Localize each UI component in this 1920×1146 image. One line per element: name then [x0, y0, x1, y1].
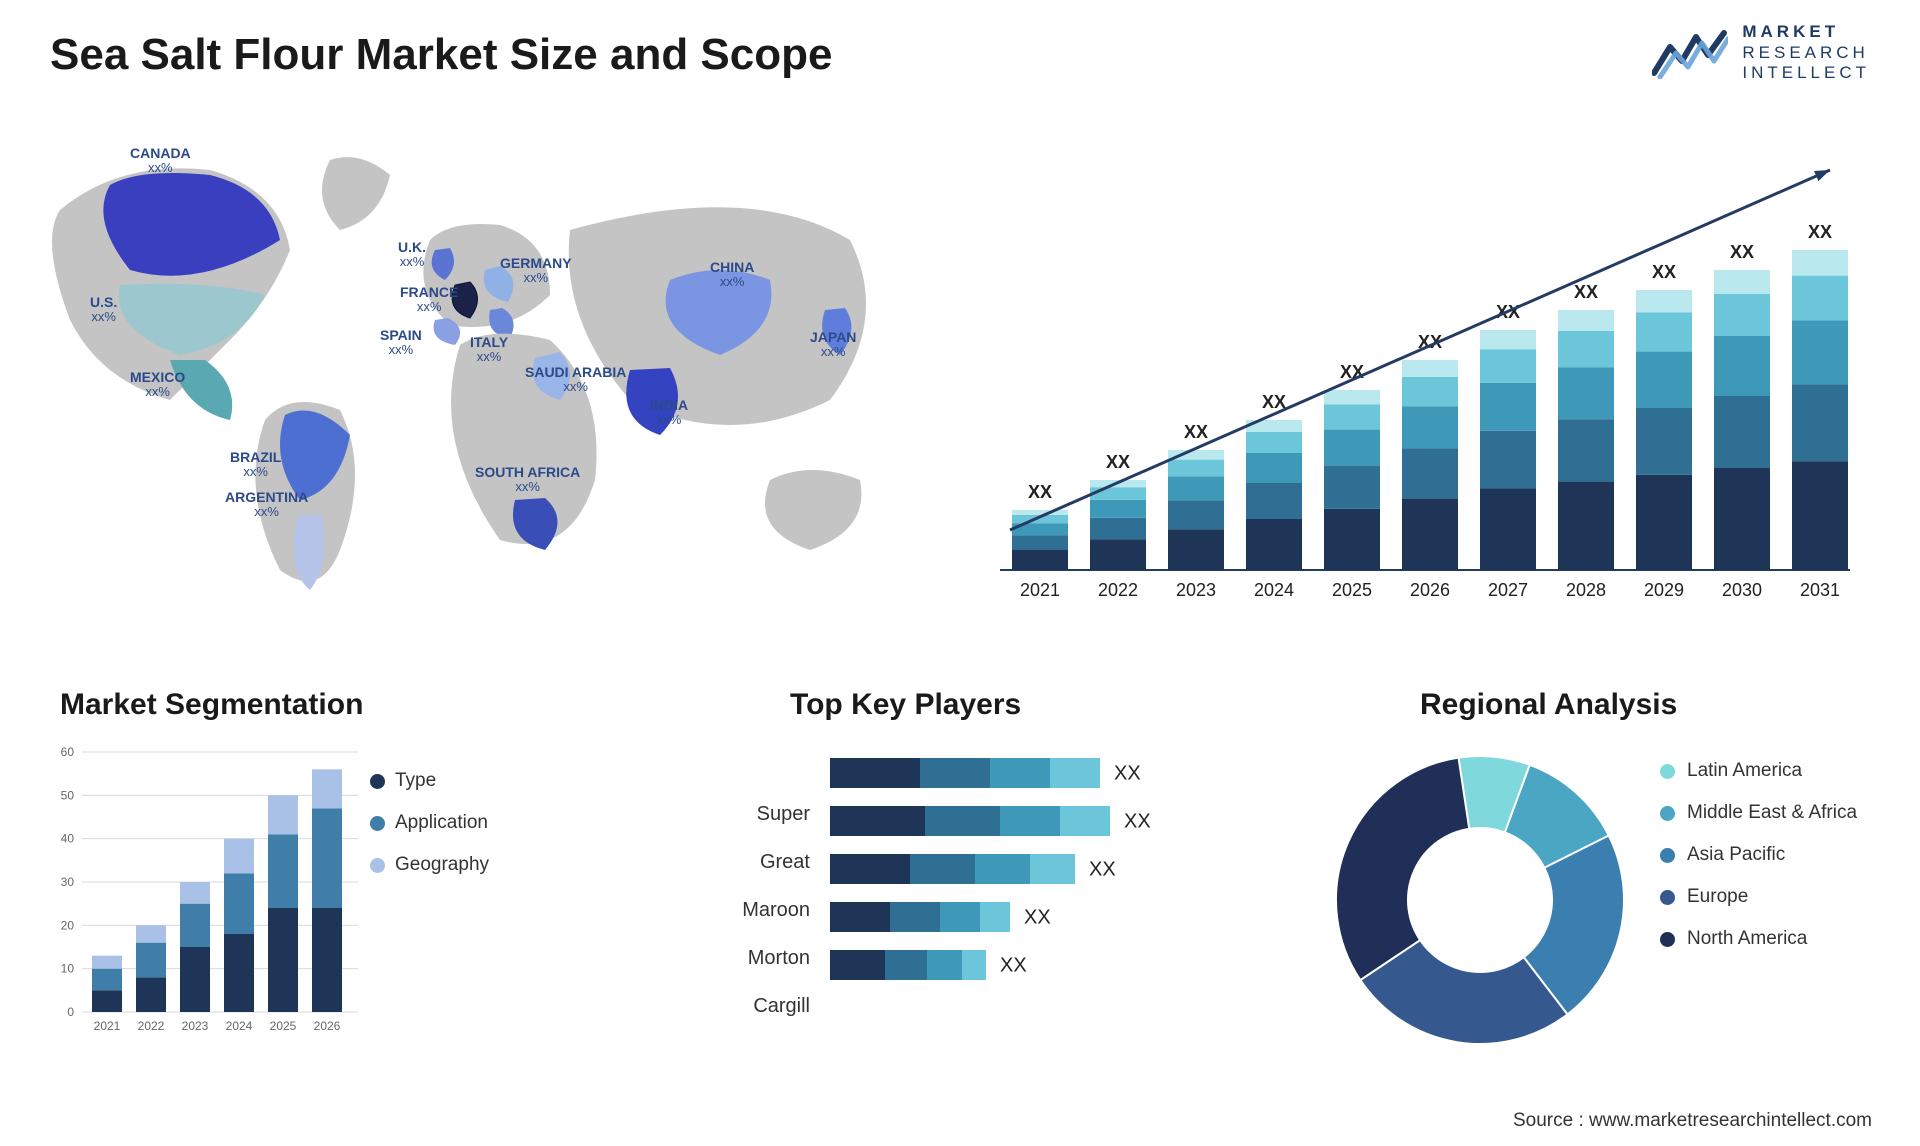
map-label: FRANCExx% [400, 285, 458, 313]
logo-line2: RESEARCH [1742, 43, 1870, 64]
svg-text:2024: 2024 [1254, 580, 1294, 600]
svg-text:2029: 2029 [1644, 580, 1684, 600]
legend-item: Middle East & Africa [1660, 802, 1857, 824]
keyplayers-chart: XX XX XX XX XX [760, 742, 1280, 1082]
svg-text:2030: 2030 [1722, 580, 1762, 600]
svg-text:XX: XX [1730, 242, 1754, 262]
regional-legend: Latin America Middle East & Africa Asia Pa… [1660, 760, 1857, 970]
logo-line1: MARKET [1742, 22, 1870, 43]
svg-text:2021: 2021 [94, 1019, 121, 1033]
logo-line3: INTELLECT [1742, 63, 1870, 84]
svg-text:XX: XX [1124, 811, 1151, 833]
growth-chart: XX 2021 XX 2022 XX 2023 XX 2024 XX 2025 XX 2026 XX 20… [980, 140, 1860, 620]
svg-text:2025: 2025 [270, 1019, 297, 1033]
legend-item: Application [370, 812, 489, 834]
map-label: SOUTH AFRICAxx% [475, 465, 580, 493]
map-label: INDIAxx% [650, 398, 688, 426]
svg-text:2022: 2022 [1098, 580, 1138, 600]
svg-text:2025: 2025 [1332, 580, 1372, 600]
svg-text:0: 0 [67, 1005, 74, 1019]
legend-item: Europe [1660, 886, 1857, 908]
brand-logo: MARKET RESEARCH INTELLECT [1652, 22, 1870, 84]
map-label: SAUDI ARABIAxx% [525, 365, 626, 393]
regional-donut [1320, 740, 1640, 1060]
svg-text:2026: 2026 [1410, 580, 1450, 600]
segmentation-legend: Type Application Geography [370, 770, 489, 896]
svg-text:10: 10 [61, 962, 75, 976]
map-label: BRAZILxx% [230, 450, 281, 478]
map-label: CHINAxx% [710, 260, 754, 288]
legend-item: Latin America [1660, 760, 1857, 782]
svg-text:XX: XX [1089, 859, 1116, 881]
svg-text:2031: 2031 [1800, 580, 1840, 600]
map-label: GERMANYxx% [500, 256, 572, 284]
logo-mark-icon [1652, 27, 1728, 79]
map-label: ITALYxx% [470, 335, 508, 363]
svg-text:40: 40 [61, 832, 75, 846]
svg-text:2021: 2021 [1020, 580, 1060, 600]
svg-text:2024: 2024 [226, 1019, 253, 1033]
svg-text:XX: XX [1106, 452, 1130, 472]
svg-text:XX: XX [1024, 907, 1051, 929]
segmentation-heading: Market Segmentation [60, 688, 363, 722]
map-label: CANADAxx% [130, 146, 191, 174]
svg-text:2028: 2028 [1566, 580, 1606, 600]
svg-text:50: 50 [61, 788, 75, 802]
svg-text:60: 60 [61, 745, 75, 759]
keyplayers-heading: Top Key Players [790, 688, 1021, 722]
page-title: Sea Salt Flour Market Size and Scope [50, 30, 832, 80]
map-label: U.K.xx% [398, 240, 426, 268]
svg-text:XX: XX [1808, 222, 1832, 242]
svg-text:2023: 2023 [182, 1019, 209, 1033]
legend-item: Asia Pacific [1660, 844, 1857, 866]
legend-item: Geography [370, 854, 489, 876]
legend-item: Type [370, 770, 489, 792]
svg-text:XX: XX [1574, 282, 1598, 302]
legend-item: North America [1660, 928, 1857, 950]
map-label: JAPANxx% [810, 330, 856, 358]
svg-text:XX: XX [1652, 262, 1676, 282]
svg-text:XX: XX [1028, 482, 1052, 502]
svg-text:XX: XX [1114, 763, 1141, 785]
svg-text:2027: 2027 [1488, 580, 1528, 600]
world-map: CANADAxx% U.S.xx% MEXICOxx% BRAZILxx% ARGENT… [30, 120, 930, 640]
source-text: Source : www.marketresearchintellect.com [1513, 1110, 1872, 1132]
svg-text:20: 20 [61, 918, 75, 932]
svg-text:2026: 2026 [314, 1019, 341, 1033]
map-label: ARGENTINAxx% [225, 490, 308, 518]
svg-text:XX: XX [1184, 422, 1208, 442]
svg-text:2022: 2022 [138, 1019, 165, 1033]
svg-text:2023: 2023 [1176, 580, 1216, 600]
map-label: U.S.xx% [90, 295, 117, 323]
map-label: SPAINxx% [380, 328, 422, 356]
svg-text:30: 30 [61, 875, 75, 889]
regional-heading: Regional Analysis [1420, 688, 1677, 722]
map-label: MEXICOxx% [130, 370, 185, 398]
svg-text:XX: XX [1000, 955, 1027, 977]
